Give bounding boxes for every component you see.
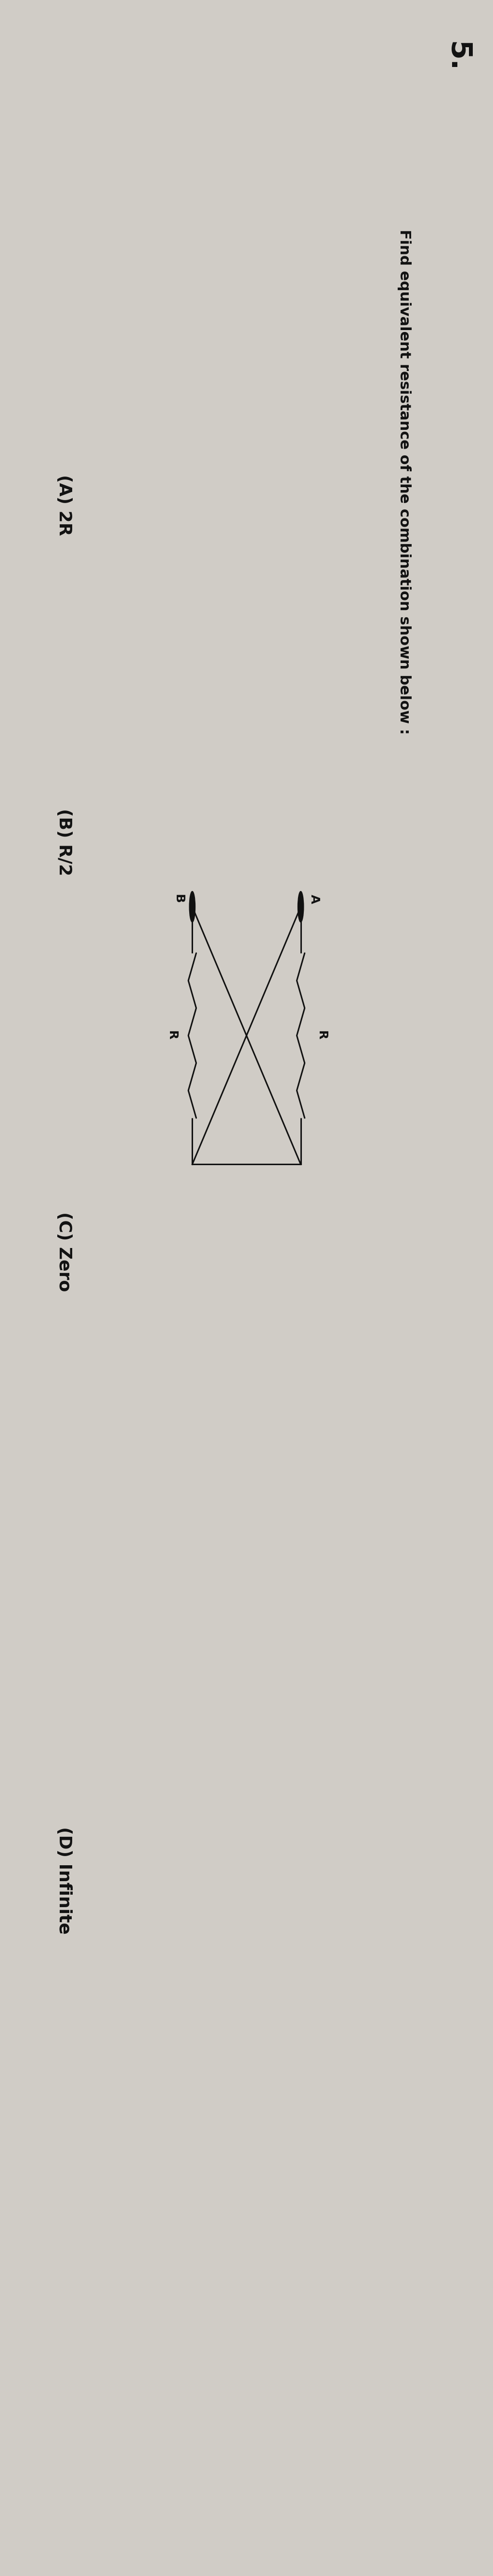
Text: (A) 2R: (A) 2R	[56, 474, 72, 536]
Text: (B) R/2: (B) R/2	[56, 809, 72, 876]
Circle shape	[298, 891, 304, 922]
Text: (C) Zero: (C) Zero	[56, 1213, 72, 1291]
Text: R: R	[316, 1030, 327, 1041]
Text: R: R	[166, 1030, 177, 1041]
Text: 5.: 5.	[444, 41, 471, 72]
Text: A: A	[309, 894, 320, 904]
Text: (D) Infinite: (D) Infinite	[56, 1826, 72, 1935]
Text: B: B	[173, 894, 184, 904]
Circle shape	[189, 891, 195, 922]
Text: Find equivalent resistance of the combination shown below :: Find equivalent resistance of the combin…	[397, 229, 411, 734]
